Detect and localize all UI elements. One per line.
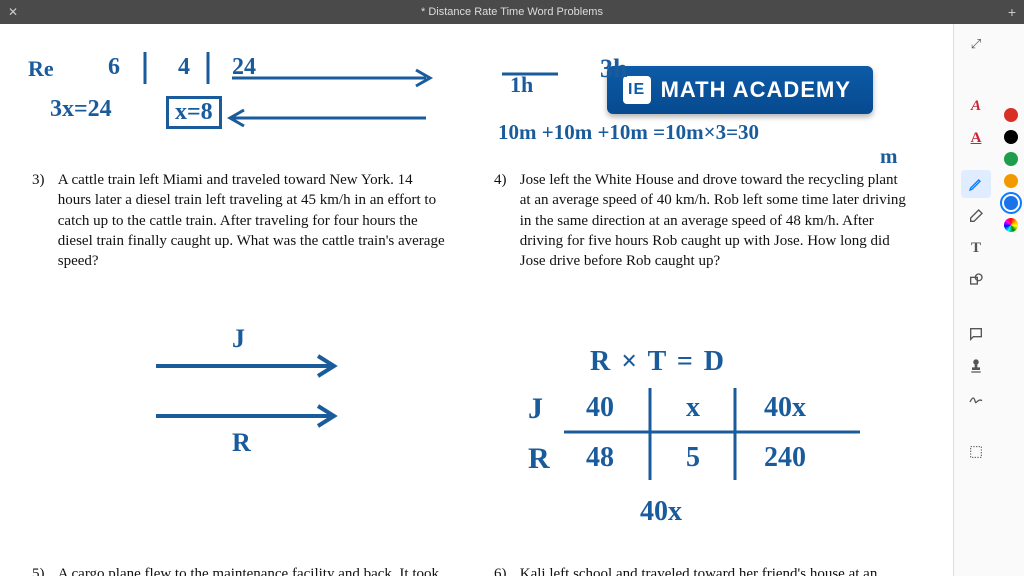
text-style-a-icon[interactable]: A <box>961 92 991 120</box>
hw-40x: 40x <box>640 496 682 528</box>
hw-arrow-j <box>150 354 350 384</box>
color-swatch-black[interactable] <box>1004 130 1018 144</box>
stamp-tool-icon[interactable] <box>961 352 991 380</box>
titlebar: ✕ * Distance Rate Time Word Problems + <box>0 0 1024 24</box>
hw-arrow-r-label: R <box>232 428 251 458</box>
text-style-b-icon[interactable]: A <box>961 124 991 152</box>
document-title: * Distance Rate Time Word Problems <box>421 6 603 18</box>
hw-row-j-d: 40x <box>764 392 806 424</box>
problem-6-num: 6) <box>494 564 516 576</box>
color-swatch-green[interactable] <box>1004 152 1018 166</box>
hw-6: 6 <box>108 54 120 81</box>
problem-5-text: A cargo plane flew to the maintenance fa… <box>58 564 448 576</box>
toolbar: ⤢ A A T <box>954 24 998 576</box>
hw-3x24: 3x=24 <box>50 96 112 123</box>
color-picker-icon[interactable] <box>1004 218 1018 232</box>
hw-row-r-d: 240 <box>764 442 806 474</box>
hw-arrow-j-label: J <box>232 324 245 354</box>
hw-rtd-header: R × T = D <box>590 346 726 378</box>
signature-tool-icon[interactable] <box>961 384 991 412</box>
problem-4: 4) Jose left the White House and drove t… <box>494 170 910 271</box>
hw-row-r-t: 5 <box>686 442 700 474</box>
color-swatch-red[interactable] <box>1004 108 1018 122</box>
color-swatch-blue[interactable] <box>1004 196 1018 210</box>
comment-tool-icon[interactable] <box>961 320 991 348</box>
hw-row-r: R <box>528 442 550 476</box>
add-tab-icon[interactable]: + <box>1008 4 1016 20</box>
pen-tool-icon[interactable] <box>961 170 991 198</box>
color-swatch-orange[interactable] <box>1004 174 1018 188</box>
select-tool-icon[interactable] <box>961 438 991 466</box>
hw-table-dividers <box>90 50 290 90</box>
canvas[interactable]: IE MATH ACADEMY Re 6 4 24 3x=24 x=8 1h 3… <box>0 24 954 576</box>
hw-box-arrows <box>226 66 446 144</box>
problem-6: 6) Kali left school and traveled toward … <box>494 564 910 576</box>
hw-sum: 10m +10m +10m =10m×3=30 <box>498 120 759 145</box>
hw-label-re: Re <box>28 56 54 82</box>
expand-icon[interactable]: ⤢ <box>961 30 991 58</box>
brand-badge: IE MATH ACADEMY <box>607 66 873 114</box>
problem-3: 3) A cattle train left Miami and travele… <box>32 170 448 271</box>
hw-3h: 3h <box>600 54 627 84</box>
problem-4-num: 4) <box>494 170 516 190</box>
hw-row-r-r: 48 <box>586 442 614 474</box>
text-tool-icon[interactable]: T <box>961 234 991 262</box>
hw-row-j-r: 40 <box>586 392 614 424</box>
hw-row-j-t: x <box>686 392 700 424</box>
brand-text: MATH ACADEMY <box>661 77 851 103</box>
hw-x8-box: x=8 <box>166 96 222 129</box>
problem-6-text: Kali left school and traveled toward her… <box>520 564 910 576</box>
close-icon[interactable]: ✕ <box>8 5 18 19</box>
color-palette <box>998 24 1024 576</box>
problem-5-num: 5) <box>32 564 54 576</box>
problem-3-num: 3) <box>32 170 54 190</box>
problem-4-text: Jose left the White House and drove towa… <box>520 170 910 271</box>
hw-24: 24 <box>232 54 256 81</box>
problem-5: 5) A cargo plane flew to the maintenance… <box>32 564 448 576</box>
workspace: IE MATH ACADEMY Re 6 4 24 3x=24 x=8 1h 3… <box>0 24 1024 576</box>
shape-tool-icon[interactable] <box>961 266 991 294</box>
hw-sum-m: m <box>880 144 898 169</box>
eraser-tool-icon[interactable] <box>961 202 991 230</box>
hw-4: 4 <box>178 54 190 81</box>
hw-row-j: J <box>528 392 543 426</box>
problem-3-text: A cattle train left Miami and traveled t… <box>58 170 448 271</box>
hw-1h: 1h <box>510 72 533 98</box>
